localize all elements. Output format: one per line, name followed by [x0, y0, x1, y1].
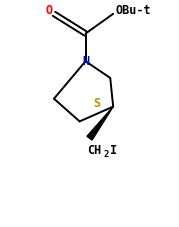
- Text: N: N: [82, 55, 89, 68]
- Text: S: S: [93, 97, 100, 110]
- Text: O: O: [45, 4, 53, 17]
- Polygon shape: [87, 107, 113, 140]
- Text: I: I: [110, 144, 117, 157]
- Text: CH: CH: [88, 144, 102, 157]
- Text: 2: 2: [104, 150, 109, 159]
- Text: OBu-t: OBu-t: [115, 4, 151, 17]
